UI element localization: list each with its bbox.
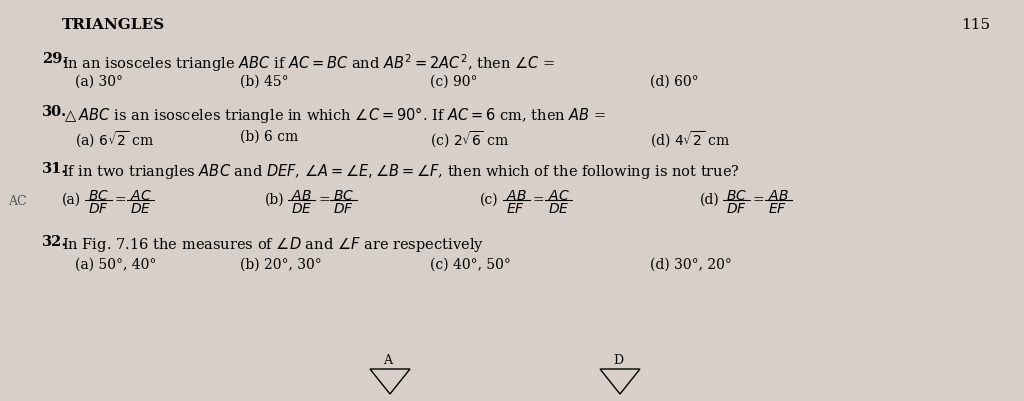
Text: AC: AC [8,194,27,207]
Text: (b) 20°, 30°: (b) 20°, 30° [240,257,322,271]
Text: =: = [115,192,127,207]
Text: $AC$: $AC$ [548,188,570,203]
Text: $DE$: $DE$ [130,201,152,215]
Text: $EF$: $EF$ [506,201,525,215]
Text: $DE$: $DE$ [548,201,569,215]
Text: (a) 50°, 40°: (a) 50°, 40° [75,257,157,271]
Text: 31.: 31. [42,162,68,176]
Text: D: D [613,353,623,366]
Text: =: = [753,192,765,207]
Text: $AB$: $AB$ [291,188,312,203]
Text: $AC$: $AC$ [130,188,152,203]
Text: $DF$: $DF$ [726,201,746,215]
Text: A: A [384,353,392,366]
Text: $\triangle ABC$ is an isosceles triangle in which $\angle C = 90°$. If $AC = 6$ : $\triangle ABC$ is an isosceles triangle… [62,105,606,125]
Text: (c) 90°: (c) 90° [430,75,477,89]
Text: TRIANGLES: TRIANGLES [62,18,165,32]
Text: 30.: 30. [42,105,68,119]
Text: (b) 45°: (b) 45° [240,75,289,89]
Text: $BC$: $BC$ [726,188,748,203]
Text: =: = [534,192,545,207]
Text: $DE$: $DE$ [291,201,312,215]
Text: (d): (d) [700,192,720,207]
Text: (c): (c) [480,192,499,207]
Text: 115: 115 [961,18,990,32]
Text: $DF$: $DF$ [88,201,109,215]
Text: (b) 6 cm: (b) 6 cm [240,130,298,144]
Text: If in two triangles $ABC$ and $DEF$, $\angle A = \angle E, \angle B = \angle F$,: If in two triangles $ABC$ and $DEF$, $\a… [62,162,740,180]
Text: (b): (b) [265,192,285,207]
Text: (a) 30°: (a) 30° [75,75,123,89]
Text: $EF$: $EF$ [768,201,786,215]
Text: $DF$: $DF$ [333,201,354,215]
Text: $AB$: $AB$ [768,188,788,203]
Text: =: = [318,192,330,207]
Text: 32.: 32. [42,235,68,248]
Text: $BC$: $BC$ [88,188,110,203]
Text: In an isosceles triangle $ABC$ if $AC = BC$ and $AB^2 = 2AC^2$, then $\angle C$ : In an isosceles triangle $ABC$ if $AC = … [62,52,555,73]
Text: 29.: 29. [42,52,68,66]
Text: $BC$: $BC$ [333,188,354,203]
Text: (d) 60°: (d) 60° [650,75,698,89]
Text: In Fig. 7.16 the measures of $\angle D$ and $\angle F$ are respectively: In Fig. 7.16 the measures of $\angle D$ … [62,235,484,253]
Text: (d) $4\sqrt{2}$ cm: (d) $4\sqrt{2}$ cm [650,130,730,150]
Text: (a) $6\sqrt{2}$ cm: (a) $6\sqrt{2}$ cm [75,130,155,150]
Text: (c) $2\sqrt{6}$ cm: (c) $2\sqrt{6}$ cm [430,130,509,150]
Text: (a): (a) [62,192,81,207]
Text: $AB$: $AB$ [506,188,527,203]
Text: (c) 40°, 50°: (c) 40°, 50° [430,257,511,271]
Text: (d) 30°, 20°: (d) 30°, 20° [650,257,732,271]
